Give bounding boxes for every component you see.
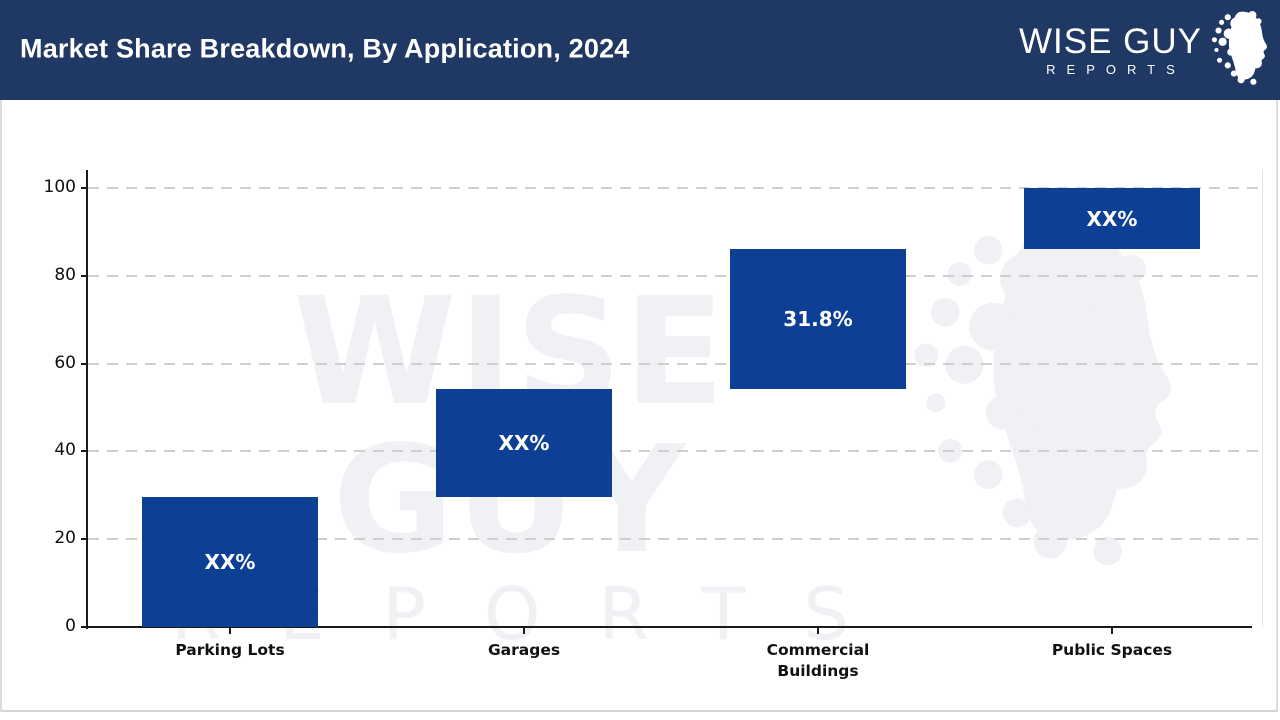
- brand-logo: WISE GUY REPORTS: [1019, 8, 1270, 92]
- logo-wordmark: WISE GUY: [1018, 22, 1202, 61]
- head-profile-dots-icon: [1206, 9, 1270, 91]
- logo-wordmark-block: WISE GUY REPORTS: [1019, 24, 1202, 76]
- page-title: Market Share Breakdown, By Application, …: [20, 33, 630, 64]
- header-bar: Market Share Breakdown, By Application, …: [0, 0, 1280, 100]
- chart-card: [0, 100, 1278, 712]
- logo-subtext: REPORTS: [1046, 62, 1186, 77]
